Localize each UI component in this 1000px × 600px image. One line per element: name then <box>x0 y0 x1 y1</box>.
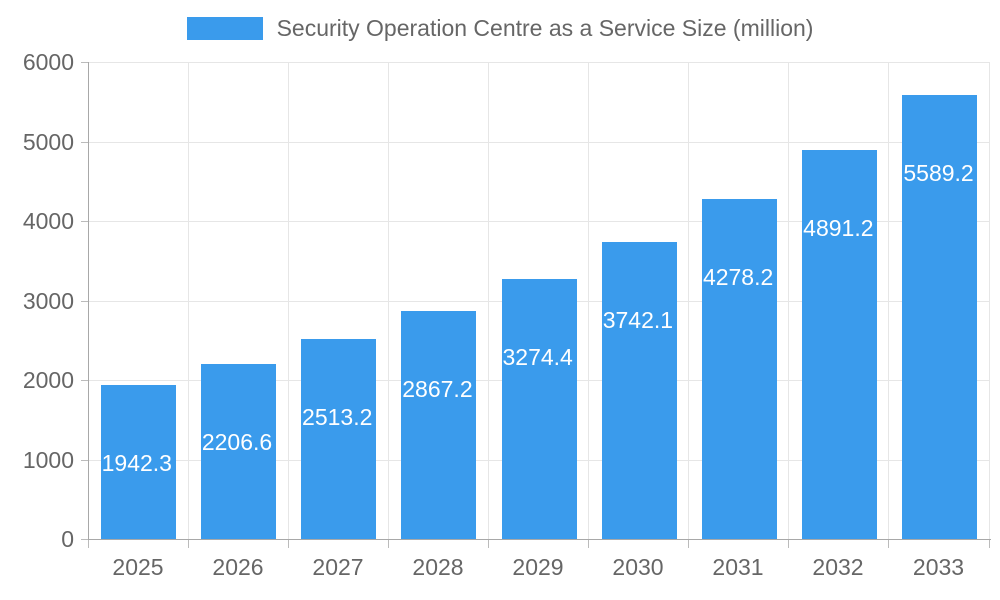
x-tick-label-2026: 2026 <box>212 554 264 580</box>
y-axis-line <box>88 62 89 540</box>
x-tick-mark-3 <box>388 540 389 548</box>
bar-value-label-2028: 2867.2 <box>402 376 473 403</box>
y-tick-label-0: 0 <box>61 526 74 552</box>
gridline-horizontal-5000 <box>88 141 990 143</box>
y-tick-label-5000: 5000 <box>22 128 74 155</box>
x-tick-mark-6 <box>688 540 689 548</box>
y-tick-label-6000: 6000 <box>22 49 74 75</box>
x-tick-mark-8 <box>888 540 889 548</box>
y-tick-label-4000: 4000 <box>22 208 74 234</box>
legend-swatch-icon <box>186 16 263 40</box>
y-tick-mark-1000 <box>81 459 88 461</box>
gridline-vertical-5 <box>588 62 589 539</box>
legend-item-label: Security Operation Centre as a Service S… <box>276 14 814 41</box>
x-tick-mark-1 <box>188 540 189 548</box>
y-tick-mark-0 <box>81 539 88 540</box>
bar-2029[interactable] <box>501 278 577 539</box>
gridline-vertical-3 <box>388 62 389 539</box>
x-tick-label-2030: 2030 <box>612 554 664 580</box>
y-tick-mark-5000 <box>81 141 88 143</box>
x-tick-mark-9 <box>989 540 990 548</box>
gridline-vertical-7 <box>788 62 789 539</box>
bar-value-label-2031: 4278.2 <box>702 263 774 290</box>
x-tick-label-2033: 2033 <box>912 554 965 580</box>
x-tick-mark-7 <box>788 540 789 548</box>
bar-2026[interactable] <box>200 363 276 539</box>
gridline-horizontal-6000 <box>88 62 990 63</box>
bar-value-label-2026: 2206.6 <box>201 428 273 455</box>
x-tick-label-2031: 2031 <box>712 554 764 580</box>
y-tick-label-1000: 1000 <box>22 446 74 473</box>
x-tick-mark-4 <box>488 540 489 548</box>
gridline-vertical-2 <box>288 62 289 539</box>
y-tick-mark-4000 <box>81 221 88 222</box>
bar-2033[interactable] <box>902 94 978 539</box>
x-tick-mark-0 <box>88 540 89 548</box>
bar-2032[interactable] <box>802 150 878 539</box>
gridline-horizontal-4000 <box>88 221 990 222</box>
gridline-vertical-1 <box>188 62 189 539</box>
bar-value-label-2030: 3742.1 <box>602 306 674 333</box>
legend-item-series-0[interactable]: Security Operation Centre as a Service S… <box>186 14 814 41</box>
y-tick-mark-6000 <box>81 62 88 63</box>
x-tick-label-2025: 2025 <box>112 554 164 580</box>
x-tick-label-2027: 2027 <box>312 554 364 580</box>
bar-2031[interactable] <box>701 198 777 539</box>
bar-value-label-2033: 5589.2 <box>903 159 974 186</box>
bar-2027[interactable] <box>301 339 377 539</box>
bar-value-label-2025: 1942.3 <box>101 449 172 476</box>
gridline-vertical-4 <box>488 62 489 539</box>
bar-2030[interactable] <box>601 241 677 539</box>
x-tick-mark-5 <box>588 540 589 548</box>
bar-value-label-2027: 2513.2 <box>302 404 373 431</box>
gridline-vertical-9 <box>989 62 990 539</box>
bar-value-label-2032: 4891.2 <box>803 215 874 242</box>
y-tick-mark-2000 <box>81 380 88 381</box>
y-tick-label-2000: 2000 <box>22 367 74 393</box>
chart-legend: Security Operation Centre as a Service S… <box>0 0 1000 56</box>
y-tick-mark-3000 <box>81 300 88 302</box>
x-tick-label-2028: 2028 <box>412 554 464 580</box>
x-tick-label-2029: 2029 <box>512 554 564 580</box>
bar-2025[interactable] <box>100 384 176 539</box>
bar-2028[interactable] <box>401 311 477 539</box>
gridline-vertical-8 <box>888 62 889 539</box>
x-tick-mark-2 <box>288 540 289 548</box>
bar-value-label-2029: 3274.4 <box>502 343 573 370</box>
gridline-vertical-6 <box>688 62 689 539</box>
x-axis-line <box>88 539 991 540</box>
y-tick-label-3000: 3000 <box>22 287 74 314</box>
x-tick-label-2032: 2032 <box>812 554 864 580</box>
